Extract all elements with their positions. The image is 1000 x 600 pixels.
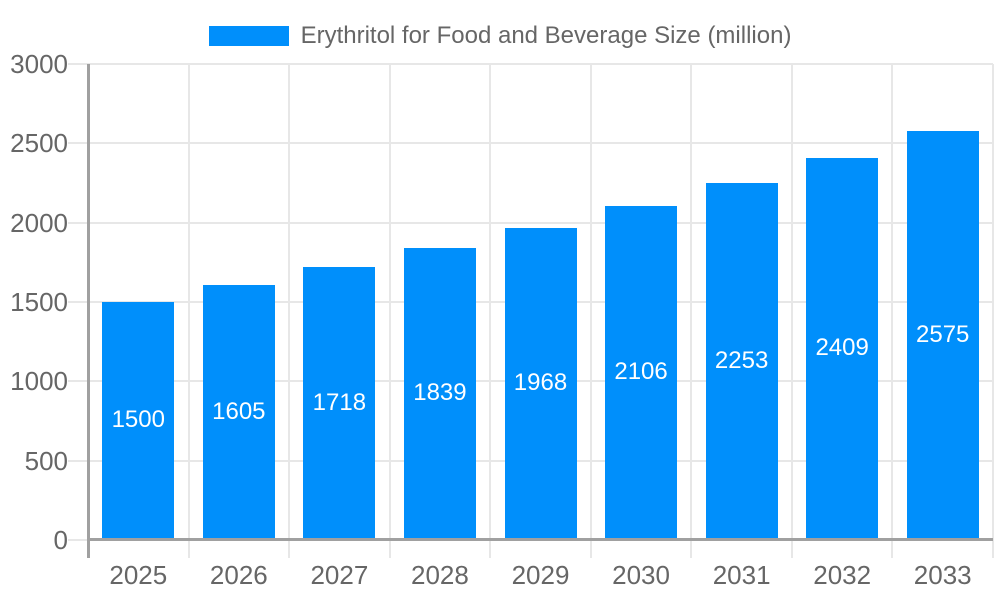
gridline-horizontal <box>68 142 993 145</box>
gridline-horizontal <box>68 63 993 65</box>
bar-value-label: 1500 <box>111 406 165 433</box>
bar-2027[interactable]: 1718 <box>303 267 376 538</box>
bar-2032[interactable]: 2409 <box>806 158 879 538</box>
bar-value-label: 1605 <box>212 397 266 425</box>
gridline-vertical <box>388 64 391 558</box>
bar-2028[interactable]: 1839 <box>403 248 476 538</box>
x-axis-line <box>87 538 993 541</box>
plot-area: 0 500 1000 1500 2000 2500 3000 1500 2025 1605 2026… <box>10 49 994 590</box>
bar-2029[interactable]: 1968 <box>504 228 577 538</box>
gridline-vertical <box>690 64 693 558</box>
y-axis-tick-label: 2000 <box>10 207 68 238</box>
x-axis-tick-label: 2030 <box>612 560 670 590</box>
gridline-vertical <box>288 64 291 558</box>
legend-label: Erythritol for Food and Beverage Size (m… <box>300 22 792 49</box>
legend-item[interactable]: Erythritol for Food and Beverage Size (m… <box>208 22 792 50</box>
bar-2031[interactable]: 2253 <box>705 183 778 538</box>
x-axis-tick-label: 2026 <box>209 560 268 590</box>
bar-2026[interactable]: 1605 <box>202 285 275 538</box>
legend: Erythritol for Food and Beverage Size (m… <box>0 22 1000 50</box>
gridline-horizontal <box>68 221 993 224</box>
bar-value-label: 2575 <box>916 320 970 348</box>
x-axis-tick-label: 2032 <box>813 560 872 590</box>
bar-2025[interactable]: 1500 <box>102 302 175 538</box>
x-axis-tick-label: 2028 <box>411 560 469 590</box>
x-axis-tick-label: 2025 <box>109 560 168 590</box>
x-axis-tick-label: 2033 <box>913 560 972 590</box>
y-axis-tick-label: 2500 <box>10 128 68 159</box>
y-axis-tick-label: 500 <box>24 445 68 476</box>
y-axis-line <box>87 64 90 558</box>
bar-value-label: 2409 <box>815 334 869 361</box>
bar-value-label: 1839 <box>413 379 467 406</box>
gridline-vertical <box>589 64 592 558</box>
x-axis-tick-label: 2027 <box>310 560 369 590</box>
gridline-vertical <box>992 64 994 558</box>
bar-value-label: 2106 <box>614 358 668 385</box>
gridline-vertical <box>187 64 190 558</box>
x-axis-tick-label: 2029 <box>511 560 570 590</box>
legend-swatch-icon <box>208 26 289 46</box>
y-axis-tick-label: 3000 <box>10 49 68 79</box>
gridline-vertical <box>790 64 793 558</box>
gridline-vertical <box>891 64 894 558</box>
bar-value-label: 1968 <box>513 369 568 396</box>
bar-value-label: 2253 <box>714 346 769 374</box>
bar-2030[interactable]: 2106 <box>605 206 678 538</box>
y-axis-tick-label: 1500 <box>10 287 68 317</box>
bar-2033[interactable]: 2575 <box>906 131 979 538</box>
gridline-vertical <box>489 64 492 558</box>
y-axis-tick-label: 0 <box>53 525 68 555</box>
y-axis-tick-label: 1000 <box>10 366 68 397</box>
x-axis-tick-label: 2031 <box>712 560 771 590</box>
bar-value-label: 1718 <box>312 388 367 416</box>
